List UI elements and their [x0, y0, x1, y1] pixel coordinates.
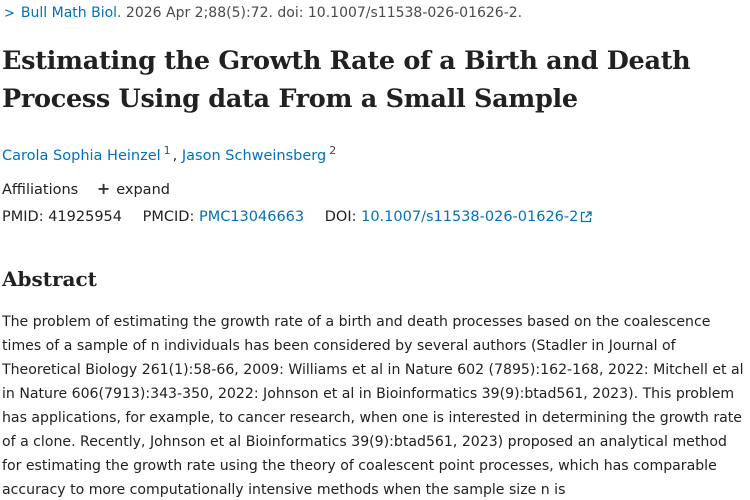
pmid-value: 41925954	[48, 209, 123, 225]
article-title: Estimating the Growth Rate of a Birth an…	[2, 46, 691, 114]
pmcid-link[interactable]: PMC13046663	[198, 209, 305, 225]
doi-label: DOI:	[324, 209, 357, 225]
author-link-2[interactable]: Jason Schweinsberg	[181, 148, 327, 164]
author-link-1[interactable]: Carola Sophia Heinzel	[2, 148, 161, 164]
author-affiliation-ref-1[interactable]: 1	[163, 144, 171, 157]
citation-line: > Bull Math Biol. 2026 Apr 2;88(5):72. do…	[4, 3, 522, 24]
chevron-right-icon[interactable]: >	[4, 5, 15, 22]
affiliations-label: Affiliations	[2, 182, 79, 198]
pmid-label: PMID:	[2, 209, 44, 225]
author-separator: ,	[172, 148, 182, 164]
affiliations-toggle[interactable]: Affiliations + expand	[2, 178, 170, 201]
expand-label[interactable]: expand	[116, 182, 170, 198]
external-link-icon	[580, 208, 593, 230]
journal-link[interactable]: Bull Math Biol.	[20, 5, 122, 21]
article-identifiers: PMID: 41925954 PMCID: PMC13046663 DOI: 1…	[2, 206, 593, 230]
doi-link[interactable]: 10.1007/s11538-026-01626-2	[361, 209, 593, 225]
citation-details: 2026 Apr 2;88(5):72. doi: 10.1007/s11538…	[121, 5, 523, 21]
author-affiliation-ref-2[interactable]: 2	[329, 144, 337, 157]
plus-icon[interactable]: +	[96, 179, 111, 198]
abstract-heading: Abstract	[2, 267, 97, 291]
pmcid-label: PMCID:	[142, 209, 195, 225]
doi-value: 10.1007/s11538-026-01626-2	[361, 209, 579, 225]
abstract-text: The problem of estimating the growth rat…	[2, 314, 744, 498]
author-list: Carola Sophia Heinzel 1, Jason Schweinsbe…	[2, 140, 338, 167]
